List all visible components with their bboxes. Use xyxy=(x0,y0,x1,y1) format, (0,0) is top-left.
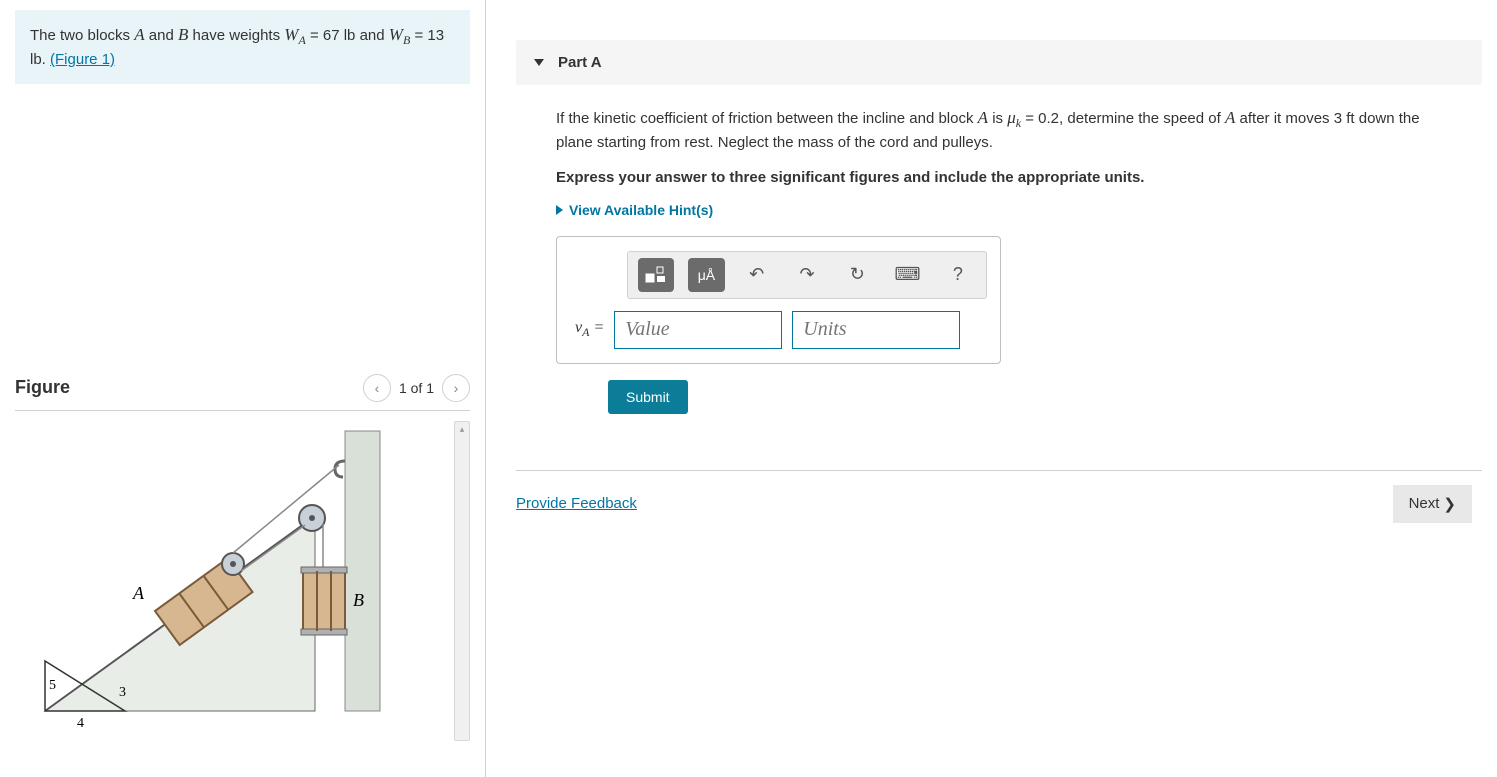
footer-row: Provide Feedback Next ❯ xyxy=(516,470,1482,523)
figure-nav: ‹ 1 of 1 › xyxy=(363,374,470,402)
tri-label-5: 5 xyxy=(49,678,56,693)
question-text: If the kinetic coefficient of friction b… xyxy=(556,105,1450,155)
figure-section: Figure ‹ 1 of 1 › 5 3 xyxy=(15,374,470,741)
left-panel: The two blocks A and B have weights WA =… xyxy=(0,0,485,777)
figure-diagram: 5 3 4 A xyxy=(15,421,435,731)
figure-area: 5 3 4 A xyxy=(15,421,470,741)
answer-toolbar: μÅ ↶ ↷ ↻ ⌨ ? xyxy=(627,251,987,299)
answer-row: vA = xyxy=(575,311,982,349)
figure-title: Figure xyxy=(15,377,70,398)
problem-intro: The two blocks A and B have weights WA =… xyxy=(15,10,470,84)
provide-feedback-link[interactable]: Provide Feedback xyxy=(516,495,637,512)
symbol-A: A xyxy=(134,25,144,44)
symbol-WA-sub: A xyxy=(298,33,305,47)
help-button[interactable]: ? xyxy=(940,258,976,292)
keyboard-button[interactable]: ⌨ xyxy=(889,258,925,292)
value-input[interactable] xyxy=(614,311,782,349)
part-title: Part A xyxy=(558,54,602,71)
hints-label: View Available Hint(s) xyxy=(569,202,713,218)
symbol-WB: W xyxy=(389,25,403,44)
figure-header: Figure ‹ 1 of 1 › xyxy=(15,374,470,411)
templates-button[interactable] xyxy=(638,258,674,292)
caret-right-icon xyxy=(556,205,563,215)
main-container: The two blocks A and B have weights WA =… xyxy=(0,0,1497,777)
tri-label-4: 4 xyxy=(77,716,84,731)
symbol-B: B xyxy=(178,25,188,44)
intro-text: and xyxy=(355,27,388,44)
figure-link[interactable]: (Figure 1) xyxy=(50,51,115,68)
symbol-WA: W xyxy=(284,25,298,44)
scroll-up-icon: ▴ xyxy=(458,424,466,434)
reset-button[interactable]: ↻ xyxy=(839,258,875,292)
right-panel: Part A If the kinetic coefficient of fri… xyxy=(486,0,1497,777)
chevron-right-icon: ❯ xyxy=(1443,495,1456,513)
figure-prev-button[interactable]: ‹ xyxy=(363,374,391,402)
figure-next-button[interactable]: › xyxy=(442,374,470,402)
next-button[interactable]: Next ❯ xyxy=(1393,485,1472,523)
block-B-label: B xyxy=(353,590,364,610)
submit-button[interactable]: Submit xyxy=(608,380,688,414)
units-input[interactable] xyxy=(792,311,960,349)
special-chars-button[interactable]: μÅ xyxy=(688,258,724,292)
view-hints-link[interactable]: View Available Hint(s) xyxy=(556,202,1450,218)
redo-button[interactable]: ↷ xyxy=(789,258,825,292)
intro-text: and xyxy=(145,27,178,44)
figure-counter: 1 of 1 xyxy=(399,380,434,396)
intro-text: = 67 lb xyxy=(306,27,356,44)
caret-down-icon xyxy=(534,59,544,66)
block-A-label: A xyxy=(132,583,145,603)
templates-icon xyxy=(644,265,668,285)
figure-scrollbar[interactable]: ▴ xyxy=(454,421,470,741)
variable-label: vA = xyxy=(575,319,604,340)
answer-box: μÅ ↶ ↷ ↻ ⌨ ? vA = xyxy=(556,236,1001,364)
intro-text: have weights xyxy=(188,27,284,44)
intro-text: The two blocks xyxy=(30,27,134,44)
part-body: If the kinetic coefficient of friction b… xyxy=(516,85,1482,414)
undo-button[interactable]: ↶ xyxy=(739,258,775,292)
tri-label-3: 3 xyxy=(119,685,126,700)
question-instruction: Express your answer to three significant… xyxy=(556,169,1450,186)
part-header[interactable]: Part A xyxy=(516,40,1482,85)
